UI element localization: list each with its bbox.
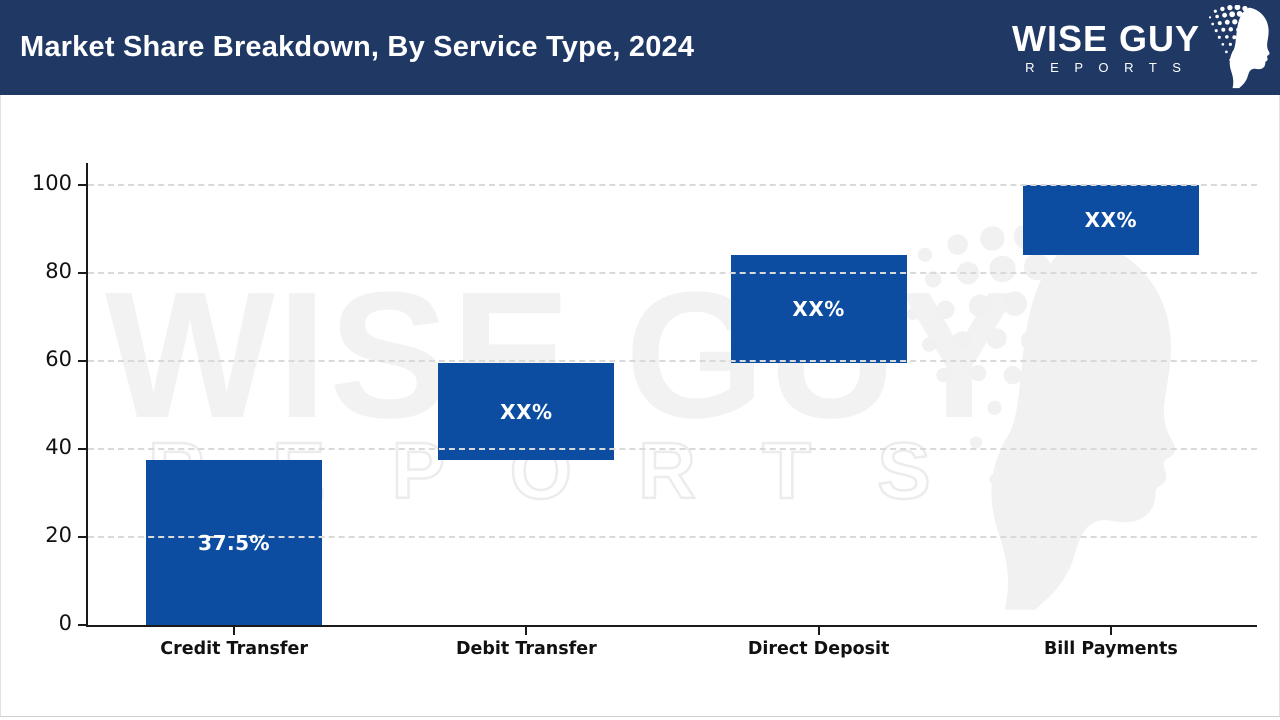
logo-head-icon bbox=[1202, 3, 1272, 93]
y-axis-line bbox=[86, 163, 88, 627]
chart-title: Market Share Breakdown, By Service Type,… bbox=[20, 31, 695, 63]
y-tick bbox=[78, 448, 87, 450]
y-tick-label: 40 bbox=[45, 435, 72, 459]
bar-credit-transfer bbox=[146, 460, 323, 625]
wiseguy-logo: WISE GUY R E P O R T S bbox=[1012, 3, 1272, 93]
y-tick-label: 60 bbox=[45, 347, 72, 371]
y-tick-label: 80 bbox=[45, 259, 72, 283]
category-label: Direct Deposit bbox=[747, 639, 890, 659]
x-tick bbox=[233, 627, 236, 635]
y-tick-label: 100 bbox=[31, 171, 72, 195]
y-tick bbox=[78, 360, 87, 362]
gridline-20 bbox=[88, 536, 1257, 538]
gridline-40 bbox=[88, 448, 1257, 450]
header-bar: Market Share Breakdown, By Service Type,… bbox=[0, 0, 1280, 95]
x-tick bbox=[817, 627, 820, 635]
y-tick bbox=[78, 272, 87, 274]
x-axis-line bbox=[88, 625, 1257, 627]
gridline-80 bbox=[88, 272, 1257, 274]
y-tick bbox=[78, 624, 87, 626]
bar-value-label: XX% bbox=[792, 297, 845, 322]
y-tick-label: 0 bbox=[58, 611, 72, 635]
bar-value-label: 37.5% bbox=[198, 530, 271, 555]
gridline-100 bbox=[88, 184, 1257, 186]
category-label: Credit Transfer bbox=[160, 639, 309, 659]
y-tick bbox=[78, 536, 87, 538]
logo-name-text: WISE GUY bbox=[1011, 18, 1200, 59]
bar-value-label: XX% bbox=[500, 399, 553, 424]
x-tick bbox=[1109, 627, 1112, 635]
logo-subtext: R E P O R T S bbox=[1025, 60, 1187, 75]
y-tick bbox=[78, 184, 87, 186]
logo-wordmark: WISE GUY R E P O R T S bbox=[1011, 18, 1200, 75]
bar-debit-transfer bbox=[438, 363, 615, 460]
y-tick-label: 20 bbox=[45, 523, 72, 547]
bar-value-label: XX% bbox=[1084, 208, 1138, 233]
gridline-60 bbox=[88, 360, 1257, 362]
category-label: Debit Transfer bbox=[455, 639, 597, 659]
x-tick bbox=[525, 627, 528, 635]
category-label: Bill Payments bbox=[1043, 639, 1178, 659]
